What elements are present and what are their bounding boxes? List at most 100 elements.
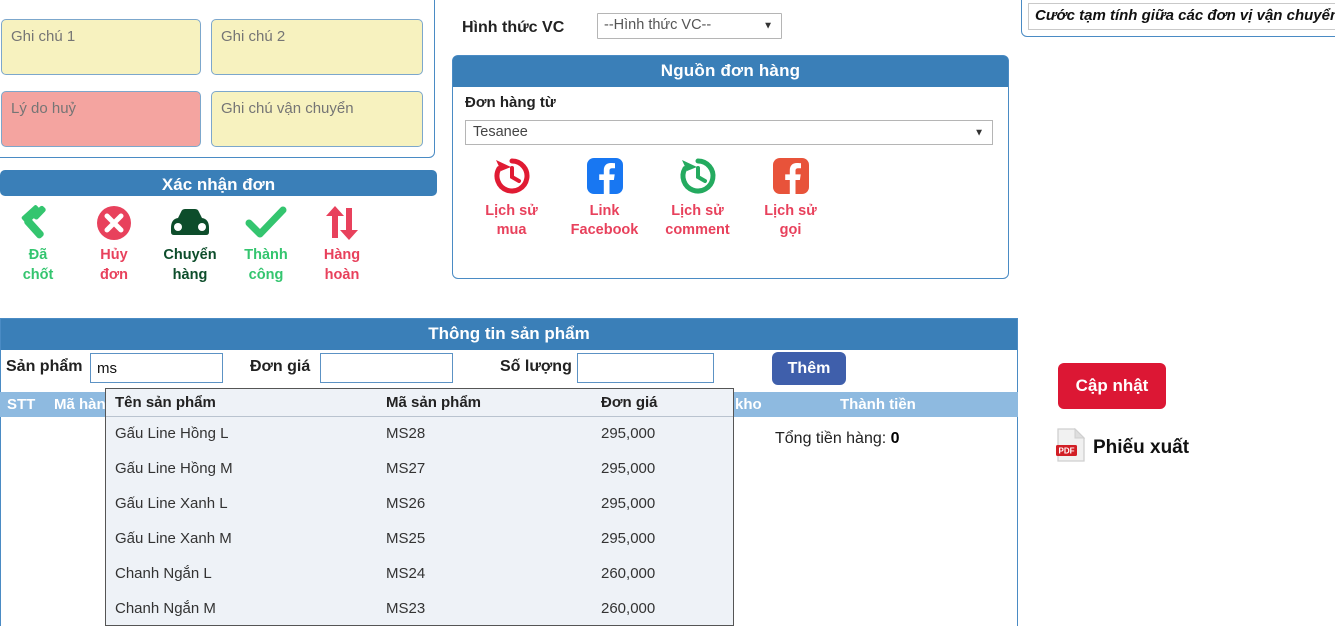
ac-item-price: 295,000 — [601, 425, 656, 442]
notes-panel — [0, 0, 435, 158]
order-from-label: Đơn hàng từ — [465, 94, 556, 111]
circle-x-icon — [76, 202, 152, 244]
autocomplete-header: Tên sản phẩm Mã sản phẩm Đơn giá — [106, 389, 733, 417]
list-item[interactable]: Chanh Ngắn L MS24 260,000 — [106, 557, 733, 592]
export-pdf-link[interactable]: PDF Phiếu xuất — [1056, 427, 1190, 467]
action-thanh-cong[interactable]: Thành công — [228, 202, 304, 285]
ac-col-code: Mã sản phẩm — [386, 394, 482, 411]
export-pdf-label: Phiếu xuất — [1093, 436, 1190, 458]
cancel-reason-textarea[interactable] — [1, 91, 201, 147]
product-info-title: Thông tin sản phẩm — [1, 319, 1017, 350]
source-icon-label-line2: comment — [665, 221, 730, 238]
source-icons-row: Lịch sử mua Link Facebook — [465, 153, 837, 240]
product-search-input[interactable] — [90, 353, 223, 383]
ac-item-code: MS24 — [386, 565, 426, 582]
history-clock-icon — [465, 153, 558, 198]
ac-item-code: MS23 — [386, 600, 426, 617]
action-chuyen-hang[interactable]: Chuyển hàng — [152, 202, 228, 285]
source-icon-label-line1: Link — [589, 203, 620, 219]
ac-item-code: MS28 — [386, 425, 426, 442]
shipping-fee-panel: Cước tạm tính giữa các đơn vị vận chuyển — [1021, 0, 1335, 37]
action-hang-hoan[interactable]: Hàng hoàn — [304, 202, 380, 285]
col-kho: kho — [735, 396, 762, 413]
order-source-panel: Nguồn đơn hàng Đơn hàng từ Tesanee ▼ Lịc… — [452, 55, 1009, 279]
price-input[interactable] — [320, 353, 453, 383]
ac-item-name: Gấu Line Xanh L — [115, 495, 228, 512]
product-fields-row: Sản phẩm Đơn giá Số lượng — [0, 350, 1018, 390]
shipping-method-select[interactable]: --Hình thức VC-- ▼ — [597, 13, 782, 39]
col-ma-hang: Mã hàng — [54, 396, 115, 413]
product-autocomplete-dropdown[interactable]: Tên sản phẩm Mã sản phẩm Đơn giá Gấu Lin… — [105, 388, 734, 626]
shipping-note-textarea[interactable] — [211, 91, 423, 147]
shipping-fee-note: Cước tạm tính giữa các đơn vị vận chuyển — [1028, 3, 1335, 30]
source-lich-su-comment[interactable]: Lịch sử comment — [651, 153, 744, 240]
gavel-icon — [0, 202, 76, 244]
qty-field-label: Số lượng — [500, 358, 572, 375]
source-lich-su-goi[interactable]: Lịch sử gọi — [744, 153, 837, 240]
ac-item-price: 260,000 — [601, 565, 656, 582]
return-arrows-icon — [304, 202, 380, 244]
action-label-line2: hoàn — [324, 266, 360, 283]
shipping-method-label: Hình thức VC — [462, 19, 565, 36]
note2-textarea[interactable] — [211, 19, 423, 75]
note1-textarea[interactable] — [1, 19, 201, 75]
pdf-icon: PDF — [1056, 427, 1086, 467]
facebook-icon — [744, 153, 837, 198]
order-source-title: Nguồn đơn hàng — [453, 56, 1008, 87]
source-icon-label-line1: Lịch sử — [764, 203, 817, 219]
history-clock-icon — [651, 153, 744, 198]
ac-item-price: 260,000 — [601, 600, 656, 617]
action-huy-don[interactable]: Hủy đơn — [76, 202, 152, 285]
ac-item-name: Gấu Line Hồng L — [115, 425, 229, 442]
source-link-facebook[interactable]: Link Facebook — [558, 153, 651, 240]
ac-item-price: 295,000 — [601, 530, 656, 547]
source-icon-label-line1: Lịch sử — [671, 203, 724, 219]
ac-item-name: Gấu Line Hồng M — [115, 460, 233, 477]
price-field-label: Đơn giá — [250, 358, 311, 375]
ac-col-name: Tên sản phẩm — [115, 394, 216, 411]
list-item[interactable]: Gấu Line Xanh M MS25 295,000 — [106, 522, 733, 557]
action-label-line1: Chuyển — [163, 247, 217, 263]
col-thanh-tien: Thành tiền — [840, 396, 916, 413]
quantity-input[interactable] — [577, 353, 714, 383]
ac-col-price: Đơn giá — [601, 394, 658, 411]
ac-item-code: MS27 — [386, 460, 426, 477]
ac-item-code: MS25 — [386, 530, 426, 547]
action-label-line1: Hủy — [100, 247, 128, 263]
total-label: Tổng tiền hàng: — [775, 430, 887, 447]
action-label-line1: Đã — [28, 247, 48, 263]
total-value: 0 — [890, 430, 900, 447]
product-field-label: Sản phẩm — [6, 358, 83, 375]
order-from-value: Tesanee — [473, 124, 528, 140]
confirm-order-header: Xác nhận đơn — [0, 170, 437, 196]
add-product-button[interactable]: Thêm — [772, 352, 846, 385]
shipping-method-value: --Hình thức VC-- — [604, 17, 712, 33]
ac-item-price: 295,000 — [601, 460, 656, 477]
source-icon-label-line1: Lịch sử — [485, 203, 538, 219]
chevron-down-icon: ▼ — [974, 127, 984, 138]
ac-item-price: 295,000 — [601, 495, 656, 512]
action-label-line1: Thành — [244, 247, 288, 263]
total-amount-line: Tổng tiền hàng: 0 — [775, 430, 900, 448]
facebook-icon — [558, 153, 651, 198]
order-from-select[interactable]: Tesanee ▼ — [465, 120, 993, 145]
list-item[interactable]: Gấu Line Hồng L MS28 295,000 — [106, 417, 733, 452]
ac-item-name: Chanh Ngắn L — [115, 565, 212, 582]
source-icon-label-line2: Facebook — [570, 221, 639, 238]
update-button[interactable]: Cập nhật — [1058, 363, 1166, 409]
source-lich-su-mua[interactable]: Lịch sử mua — [465, 153, 558, 240]
action-label-line2: đơn — [99, 266, 129, 283]
chevron-down-icon: ▼ — [763, 20, 773, 32]
list-item[interactable]: Gấu Line Hồng M MS27 295,000 — [106, 452, 733, 487]
action-label-line2: hàng — [172, 266, 208, 283]
action-da-chot[interactable]: Đã chốt — [0, 202, 76, 285]
list-item[interactable]: Gấu Line Xanh L MS26 295,000 — [106, 487, 733, 522]
ac-item-name: Chanh Ngắn M — [115, 600, 216, 617]
action-label-line1: Hàng — [323, 247, 361, 263]
confirm-actions-row: Đã chốt Hủy đơn — [0, 202, 380, 285]
source-icon-label-line2: gọi — [779, 221, 802, 238]
source-icon-label-line2: mua — [496, 221, 527, 238]
list-item[interactable]: Chanh Ngắn M MS23 260,000 — [106, 592, 733, 625]
car-icon — [152, 202, 228, 244]
